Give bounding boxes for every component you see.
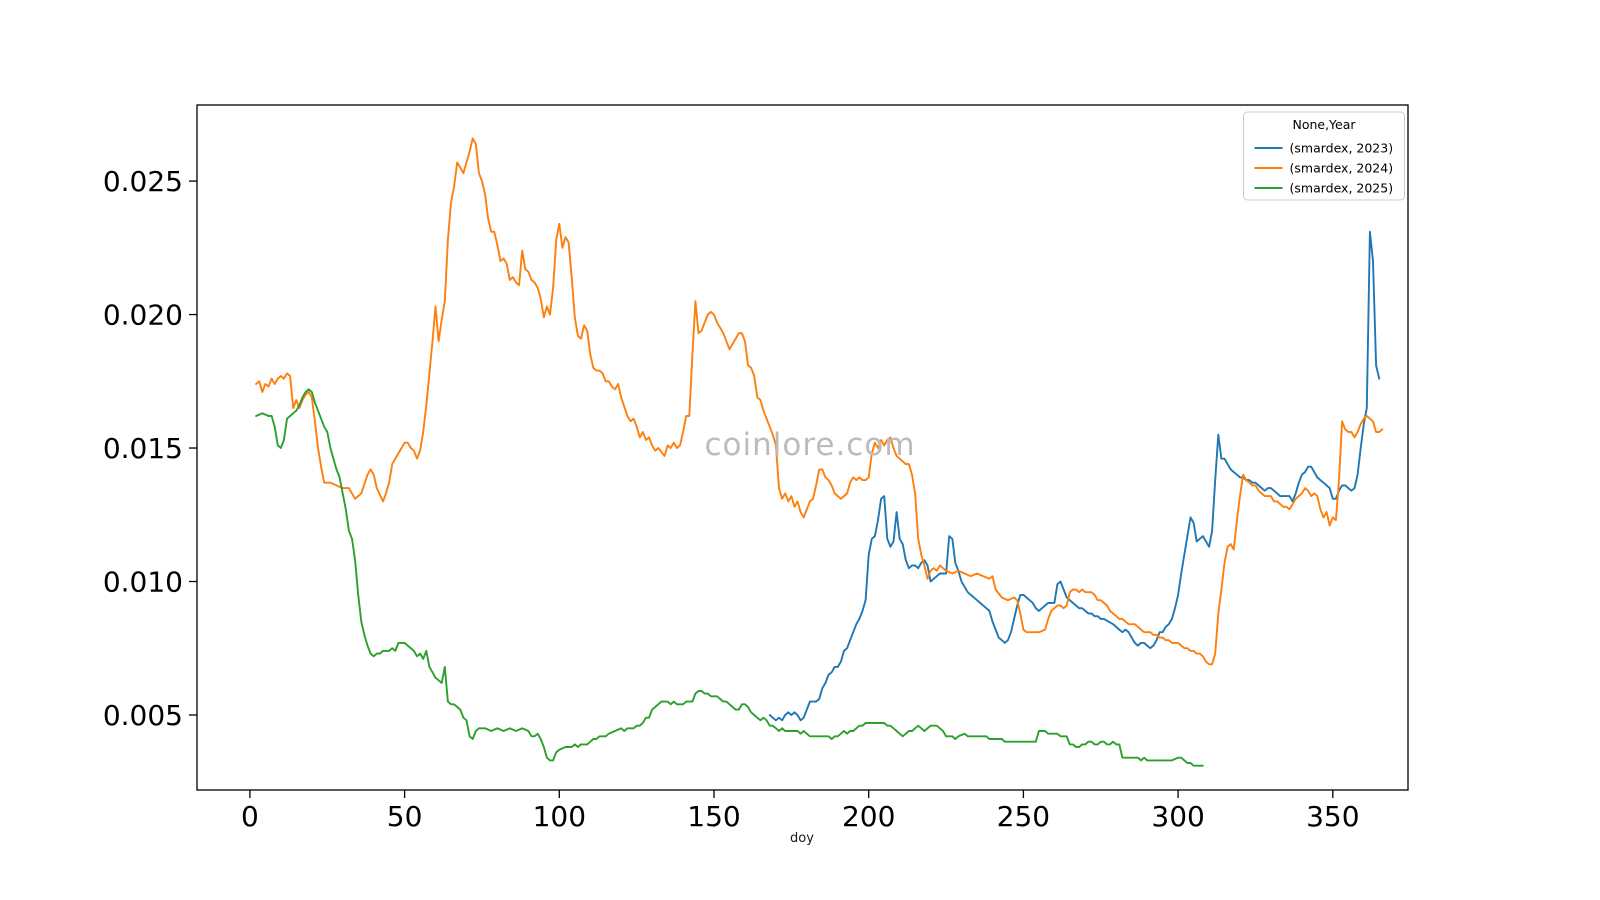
x-tick-label: 0 <box>241 800 259 833</box>
y-tick-label: 0.015 <box>103 432 183 465</box>
legend-title: None,Year <box>1292 117 1356 132</box>
legend-label: (smardex, 2025) <box>1290 181 1394 196</box>
series-line-smardex-2025 <box>255 388 1204 767</box>
legend: None,Year (smardex, 2023) (smardex, 2024) (… <box>1243 111 1405 201</box>
y-tick-label: 0.020 <box>103 299 183 332</box>
legend-label: (smardex, 2023) <box>1290 141 1394 156</box>
x-axis: 0 50 100 150 200 250 300 350 <box>241 790 1360 833</box>
watermark: coinlore.com <box>704 427 916 463</box>
y-axis: 0.005 0.010 0.015 0.020 0.025 <box>103 165 197 732</box>
x-axis-label: doy <box>790 831 814 846</box>
legend-item: (smardex, 2024) <box>1254 161 1394 176</box>
x-tick-label: 50 <box>387 800 423 833</box>
x-tick-label: 100 <box>533 800 586 833</box>
x-tick-label: 350 <box>1306 800 1359 833</box>
y-tick-label: 0.025 <box>103 165 183 198</box>
series-line-smardex-2023 <box>768 230 1381 722</box>
series-group <box>255 137 1384 767</box>
legend-item: (smardex, 2023) <box>1254 141 1394 156</box>
x-tick-label: 150 <box>687 800 740 833</box>
legend-label: (smardex, 2024) <box>1290 161 1394 176</box>
x-tick-label: 250 <box>997 800 1050 833</box>
legend-item: (smardex, 2025) <box>1254 181 1394 196</box>
y-tick-label: 0.010 <box>103 566 183 599</box>
x-tick-label: 300 <box>1151 800 1204 833</box>
series-line-smardex-2024 <box>255 137 1384 666</box>
legend-box <box>1243 111 1405 201</box>
x-tick-label: 200 <box>842 800 895 833</box>
y-tick-label: 0.005 <box>103 699 183 732</box>
